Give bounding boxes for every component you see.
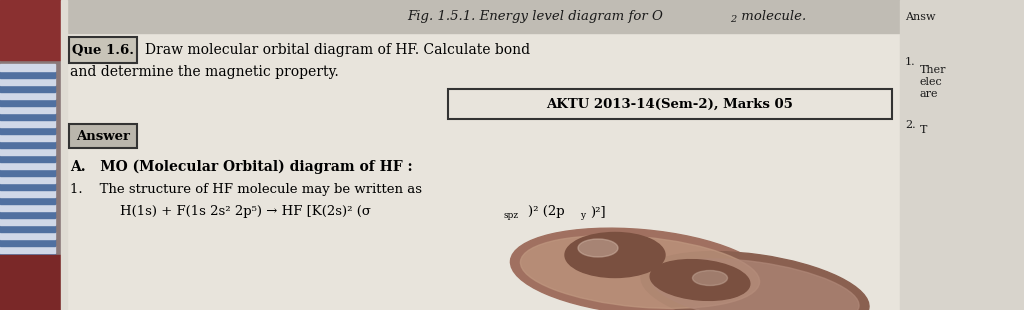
Text: Fig. 1.5.1. Energy level diagram for O: Fig. 1.5.1. Energy level diagram for O (408, 10, 663, 23)
Text: Que 1.6.: Que 1.6. (72, 43, 134, 56)
Bar (0, 176, 55, 183)
Text: Answ: Answ (905, 11, 936, 21)
Bar (0, 211, 55, 218)
Bar (0, 99, 55, 106)
Bar (0, 0, 65, 310)
Bar (0, 253, 55, 260)
Text: 2: 2 (730, 15, 736, 24)
Text: elec: elec (920, 77, 943, 87)
Text: and determine the magnetic property.: and determine the magnetic property. (70, 65, 339, 79)
Bar (0, 225, 55, 232)
Bar (0, 204, 55, 211)
FancyBboxPatch shape (69, 37, 137, 63)
Bar (0, 197, 55, 204)
Bar (65, 0, 1024, 33)
Bar (900, 0, 1024, 310)
Bar (0, 218, 55, 225)
Bar (0, 134, 55, 141)
Text: Answer: Answer (76, 130, 130, 143)
Bar (0, 64, 55, 71)
Text: H(1s) + F(1s 2s² 2p⁵) → HF [K(2s)² (σ: H(1s) + F(1s 2s² 2p⁵) → HF [K(2s)² (σ (120, 206, 371, 219)
Bar (61, 0, 67, 310)
Ellipse shape (520, 236, 760, 308)
FancyBboxPatch shape (449, 89, 892, 119)
Ellipse shape (651, 259, 859, 310)
Text: T: T (920, 125, 928, 135)
Ellipse shape (692, 271, 727, 286)
Text: )²]: )²] (590, 206, 605, 219)
Ellipse shape (565, 232, 665, 277)
Bar (0, 162, 55, 169)
Text: )² (2p: )² (2p (528, 206, 564, 219)
Bar (0, 141, 55, 148)
Ellipse shape (578, 239, 618, 257)
Text: spz: spz (504, 211, 519, 220)
Text: are: are (920, 89, 939, 99)
Bar (0, 106, 55, 113)
Bar (0, 169, 55, 176)
Text: Ther: Ther (920, 65, 946, 75)
Bar (0, 148, 55, 155)
Ellipse shape (641, 251, 869, 310)
Text: molecule.: molecule. (737, 10, 806, 23)
Text: 1.: 1. (905, 57, 915, 67)
Bar (0, 71, 55, 78)
Bar (0, 183, 55, 190)
Bar (0, 255, 65, 310)
Text: A.   MO (Molecular Orbital) diagram of HF :: A. MO (Molecular Orbital) diagram of HF … (70, 160, 413, 174)
Text: 1.    The structure of HF molecule may be written as: 1. The structure of HF molecule may be w… (70, 184, 422, 197)
Bar (0, 78, 55, 85)
Bar (0, 239, 55, 246)
FancyBboxPatch shape (69, 124, 137, 148)
Bar (0, 113, 55, 120)
Bar (0, 232, 55, 239)
Text: y: y (580, 211, 585, 220)
Bar (0, 155, 55, 162)
Bar (0, 92, 55, 99)
Ellipse shape (650, 259, 750, 300)
Text: AKTU 2013-14(Sem-2), Marks 05: AKTU 2013-14(Sem-2), Marks 05 (547, 98, 794, 110)
Bar (0, 0, 65, 60)
Bar (0, 85, 55, 92)
Bar (0, 190, 55, 197)
Bar (0, 120, 55, 127)
Ellipse shape (510, 228, 770, 310)
Bar (0, 246, 55, 253)
Text: 2.: 2. (905, 120, 915, 130)
Bar (0, 127, 55, 134)
Text: Draw molecular orbital diagram of HF. Calculate bond: Draw molecular orbital diagram of HF. Ca… (145, 43, 530, 57)
